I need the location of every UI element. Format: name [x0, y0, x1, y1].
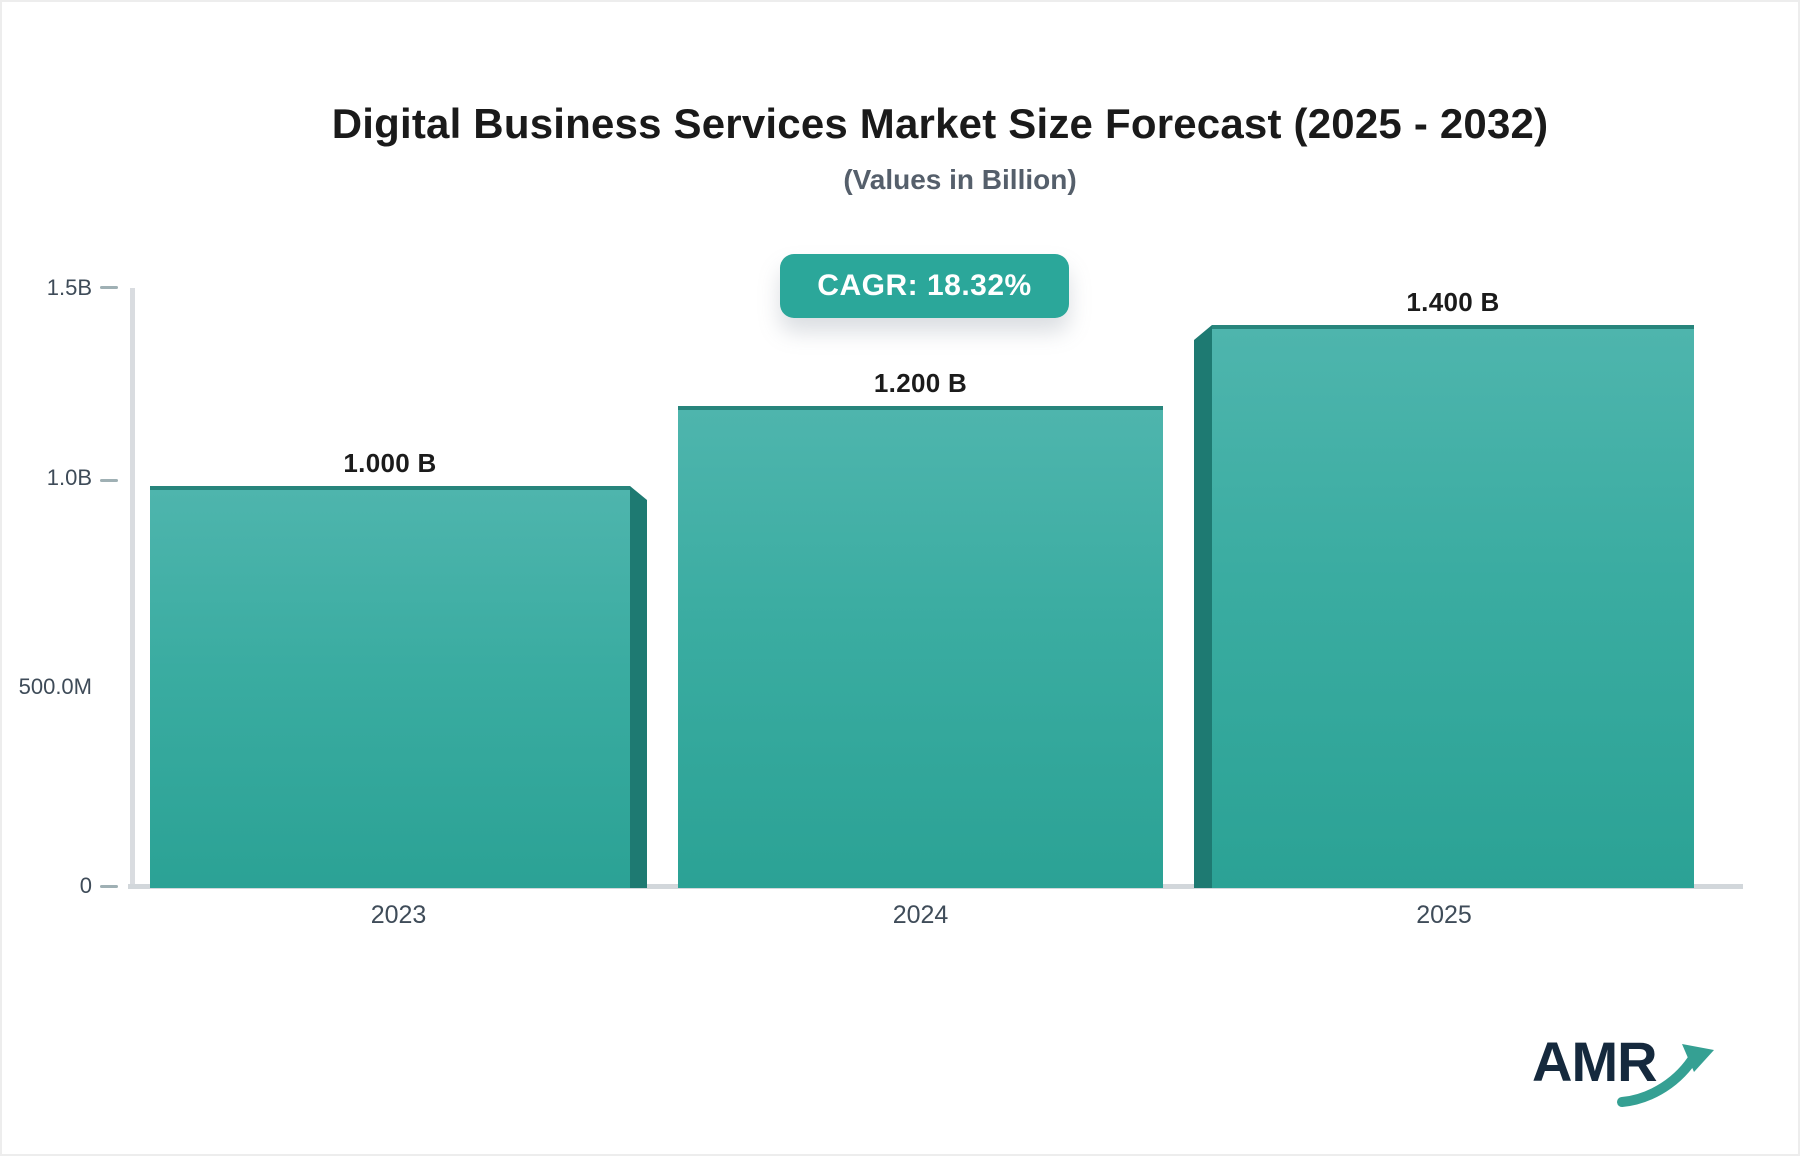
- y-tick-label: 1.5B: [46, 275, 92, 300]
- x-axis-label-2025: 2025: [1416, 901, 1472, 929]
- bar-2023-side-3d: [630, 486, 647, 888]
- y-tick-mark: [100, 286, 118, 289]
- bar-value-label-2025: 1.400 B: [1406, 287, 1500, 317]
- bar-value-label-2023: 1.000 B: [343, 448, 437, 478]
- chart-subtitle: (Values in Billion): [843, 164, 1077, 195]
- bar-2025: [1212, 325, 1694, 888]
- x-axis-label-2023: 2023: [370, 901, 427, 929]
- bar-2025-side-3d: [1194, 325, 1212, 888]
- y-tick-label: 0: [79, 873, 92, 898]
- y-tick-mark: [100, 885, 118, 888]
- x-axis-label-2024: 2024: [892, 901, 949, 929]
- amr-logo: AMR: [1532, 1030, 1722, 1120]
- chart-title: Digital Business Services Market Size Fo…: [331, 100, 1549, 147]
- y-tick-label: 1.0B: [46, 465, 92, 490]
- cagr-badge: CAGR: 18.32%: [780, 254, 1069, 318]
- bar-value-label-2024: 1.200 B: [873, 368, 968, 398]
- y-axis-line: [130, 288, 135, 889]
- growth-arrow-icon: [1617, 1044, 1714, 1107]
- y-tick-label: 500.0M: [18, 674, 92, 699]
- y-tick-mark: [100, 479, 118, 482]
- bar-2023: [150, 486, 630, 888]
- bar-2024: [678, 406, 1163, 888]
- cagr-badge-label: CAGR: 18.32%: [817, 269, 1032, 302]
- amr-logo-text: AMR: [1532, 1030, 1658, 1093]
